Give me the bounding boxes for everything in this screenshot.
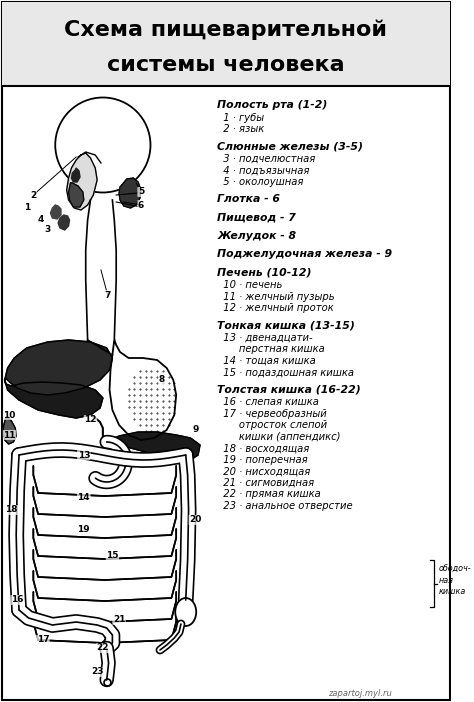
Text: Толстая кишка (16-22): Толстая кишка (16-22): [217, 385, 361, 395]
Text: 16: 16: [11, 595, 23, 604]
Text: zapartoj.myl.ru: zapartoj.myl.ru: [328, 689, 392, 698]
Text: 15: 15: [106, 550, 118, 559]
Polygon shape: [3, 418, 16, 444]
Text: 17 · червеобразный: 17 · червеобразный: [217, 409, 327, 418]
Text: 4 · подъязычная: 4 · подъязычная: [217, 166, 310, 176]
Polygon shape: [86, 200, 116, 340]
Text: 13 · двенадцати-: 13 · двенадцати-: [217, 333, 313, 343]
Text: 23: 23: [91, 668, 103, 677]
Text: 17: 17: [36, 635, 49, 644]
Text: 12: 12: [84, 416, 97, 425]
Polygon shape: [69, 183, 84, 207]
Text: 10: 10: [3, 411, 16, 420]
Text: 13: 13: [78, 451, 90, 460]
Text: 23 · анальное отверстие: 23 · анальное отверстие: [217, 501, 353, 510]
Text: 14: 14: [78, 494, 90, 503]
Text: 12 · желчный проток: 12 · желчный проток: [217, 303, 334, 313]
Text: Схема пищеварительной: Схема пищеварительной: [64, 20, 387, 40]
Text: 6: 6: [138, 201, 144, 209]
Text: 20: 20: [189, 515, 201, 524]
Text: ободоч-
ная
кишка: ободоч- ная кишка: [439, 565, 472, 596]
Text: Поджелудочная железа - 9: Поджелудочная железа - 9: [217, 249, 392, 259]
Text: 22: 22: [97, 644, 109, 652]
Text: Глотка - 6: Глотка - 6: [217, 194, 280, 204]
Text: кишки (аппендикс): кишки (аппендикс): [217, 432, 341, 442]
Ellipse shape: [55, 98, 150, 192]
Text: 21 · сигмовидная: 21 · сигмовидная: [217, 477, 314, 488]
Text: системы человека: системы человека: [107, 55, 345, 75]
Text: 5 · околоушная: 5 · околоушная: [217, 177, 303, 187]
Polygon shape: [5, 380, 103, 418]
Text: 3: 3: [45, 225, 51, 234]
Text: перстная кишка: перстная кишка: [217, 345, 325, 355]
Text: 19: 19: [78, 526, 90, 534]
Text: 1: 1: [24, 204, 30, 213]
Polygon shape: [109, 432, 200, 460]
Text: 18: 18: [5, 505, 18, 515]
Text: отросток слепой: отросток слепой: [217, 420, 327, 430]
Text: Слюнные железы (3-5): Слюнные железы (3-5): [217, 141, 363, 152]
Text: 7: 7: [104, 291, 111, 300]
Polygon shape: [67, 153, 97, 210]
Ellipse shape: [175, 598, 196, 626]
Text: Печень (10-12): Печень (10-12): [217, 267, 311, 277]
Text: 14 · тощая кишка: 14 · тощая кишка: [217, 356, 316, 366]
Text: 3 · подчелюстная: 3 · подчелюстная: [217, 154, 315, 164]
Polygon shape: [109, 340, 176, 440]
Text: 5: 5: [138, 187, 144, 197]
Polygon shape: [119, 178, 141, 208]
Polygon shape: [50, 205, 61, 219]
Bar: [2, 2, 449, 86]
Text: Полость рта (1-2): Полость рта (1-2): [217, 100, 328, 110]
Text: 9: 9: [192, 425, 199, 435]
Text: 10 · печень: 10 · печень: [217, 280, 283, 290]
Text: Пищевод - 7: Пищевод - 7: [217, 213, 296, 223]
Text: 22 · прямая кишка: 22 · прямая кишка: [217, 489, 321, 499]
Text: 2: 2: [30, 190, 36, 199]
Text: 16 · слепая кишка: 16 · слепая кишка: [217, 397, 319, 407]
Text: 21: 21: [113, 616, 125, 625]
Text: 2 · язык: 2 · язык: [217, 124, 264, 134]
Text: Тонкая кишка (13-15): Тонкая кишка (13-15): [217, 320, 355, 330]
Text: 19 · поперечная: 19 · поперечная: [217, 455, 308, 465]
Polygon shape: [72, 168, 80, 182]
Polygon shape: [5, 340, 112, 395]
Text: 1 · губы: 1 · губы: [217, 113, 264, 123]
Text: 18 · восходящая: 18 · восходящая: [217, 443, 310, 453]
Text: 15 · подаздошная кишка: 15 · подаздошная кишка: [217, 367, 354, 378]
Text: 20 · нисходящая: 20 · нисходящая: [217, 466, 310, 476]
Text: 11: 11: [3, 430, 16, 439]
Text: 4: 4: [38, 216, 44, 225]
Text: 8: 8: [159, 376, 165, 385]
Polygon shape: [58, 215, 70, 230]
Text: Желудок - 8: Желудок - 8: [217, 231, 296, 241]
Text: 11 · желчный пузырь: 11 · желчный пузырь: [217, 291, 335, 302]
